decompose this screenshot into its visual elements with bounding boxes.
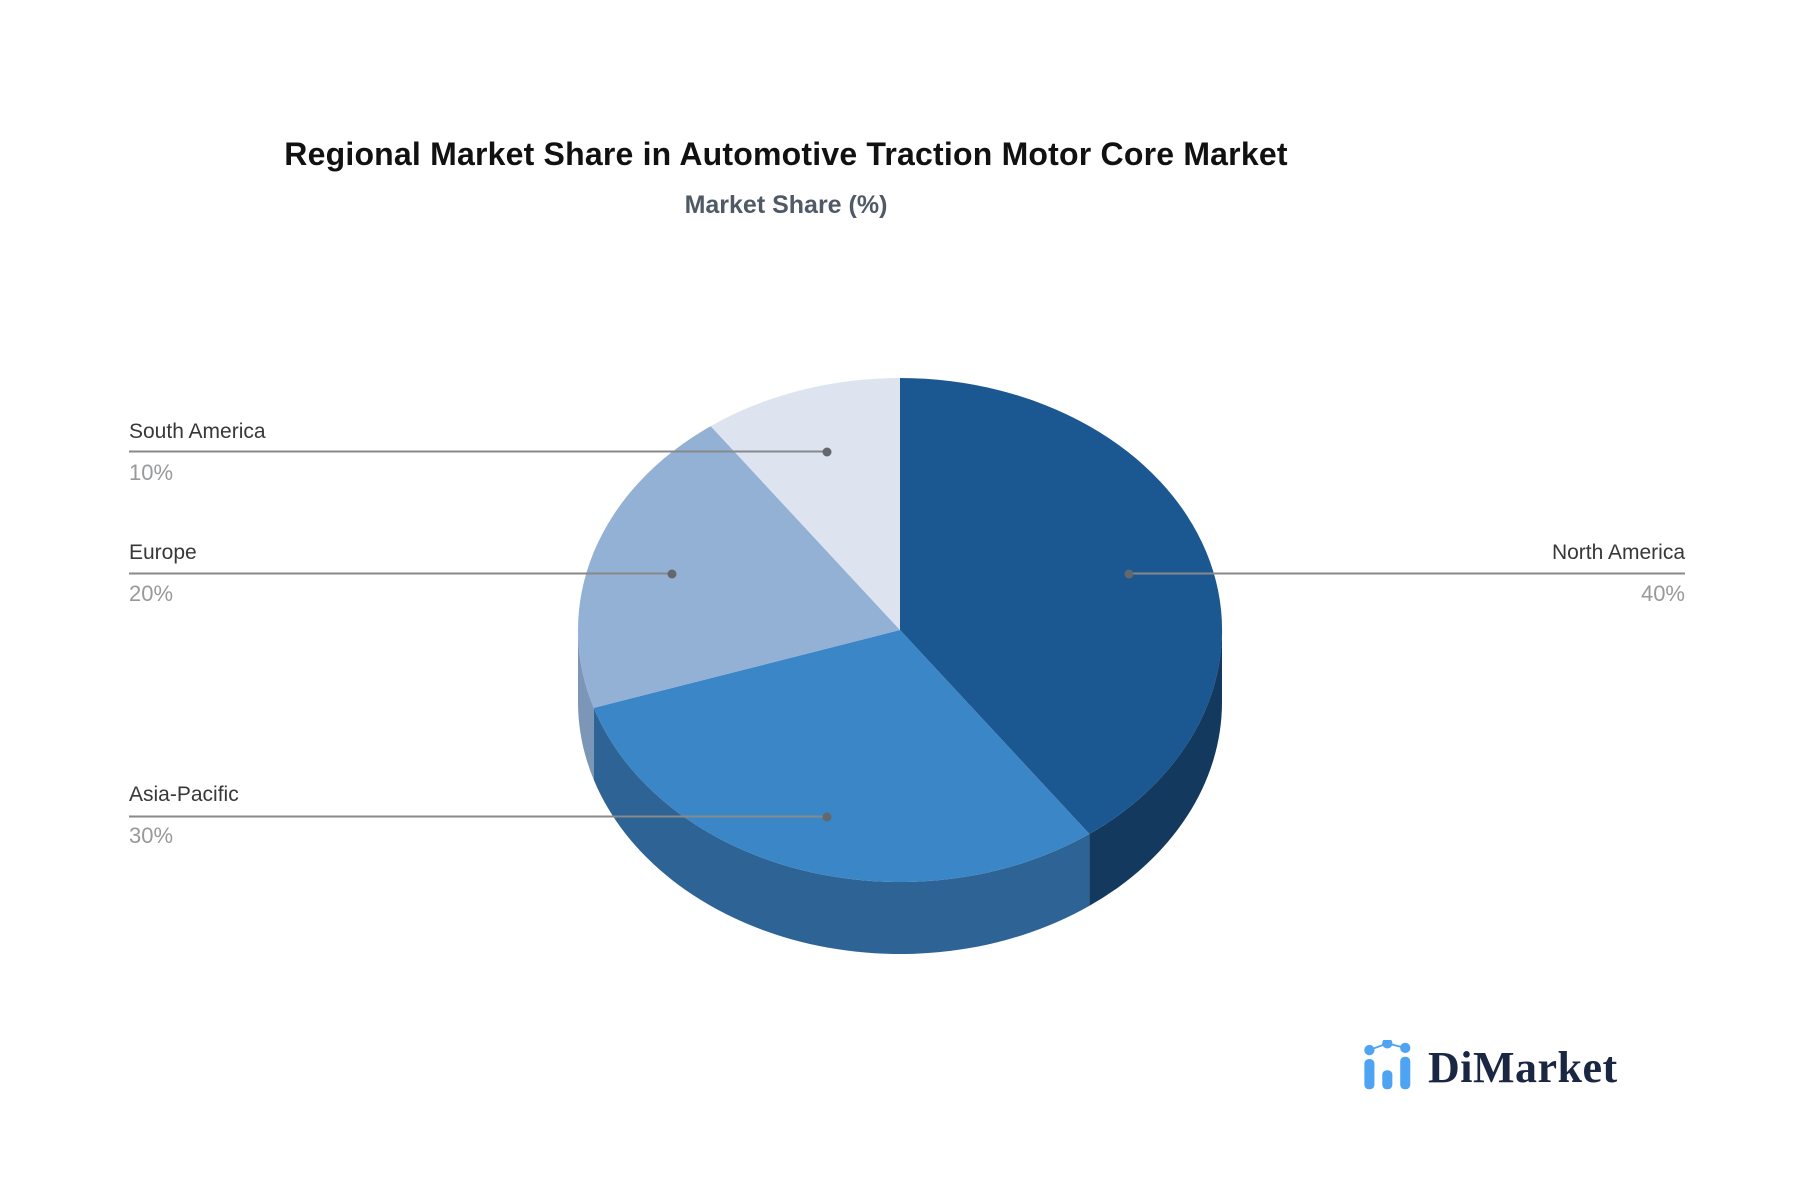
slice-side-north-america <box>1089 630 1222 906</box>
slice-percent: 10% <box>129 460 174 485</box>
slice-name: South America <box>129 420 266 443</box>
connector-dot-europe <box>667 569 677 579</box>
label-asia-pacific: Asia-Pacific 30% <box>129 782 239 849</box>
bar-line-chart-icon <box>1364 1040 1411 1090</box>
slice-name: Europe <box>129 541 197 564</box>
slice-percent: 20% <box>129 581 174 606</box>
slice-north-america[interactable] <box>900 378 1223 834</box>
label-north-america: North America 40% <box>1552 540 1685 607</box>
slice-side-asia-pacific <box>593 707 1090 955</box>
connector-dot-north-america <box>1124 569 1134 579</box>
slice-europe[interactable] <box>578 426 900 708</box>
label-europe: Europe 20% <box>129 540 197 607</box>
slice-south-america[interactable] <box>710 377 900 630</box>
label-south-america: South America 10% <box>129 419 266 486</box>
logo-wordmark: DiMarket <box>1428 1043 1618 1092</box>
chart-title: Regional Market Share in Automotive Trac… <box>284 136 1288 172</box>
dimarket-logo: DiMarket <box>1363 1040 1618 1096</box>
slice-name: Asia-Pacific <box>129 783 239 806</box>
chart-subtitle: Market Share (%) <box>684 191 888 219</box>
slice-percent: 40% <box>1640 581 1685 606</box>
connector-dot-south-america <box>822 447 832 457</box>
connector-dot-asia-pacific <box>822 812 832 822</box>
slice-name: North America <box>1551 541 1685 564</box>
slice-side-europe <box>578 630 594 780</box>
slice-asia-pacific[interactable] <box>593 630 1090 883</box>
slice-percent: 30% <box>129 823 174 848</box>
